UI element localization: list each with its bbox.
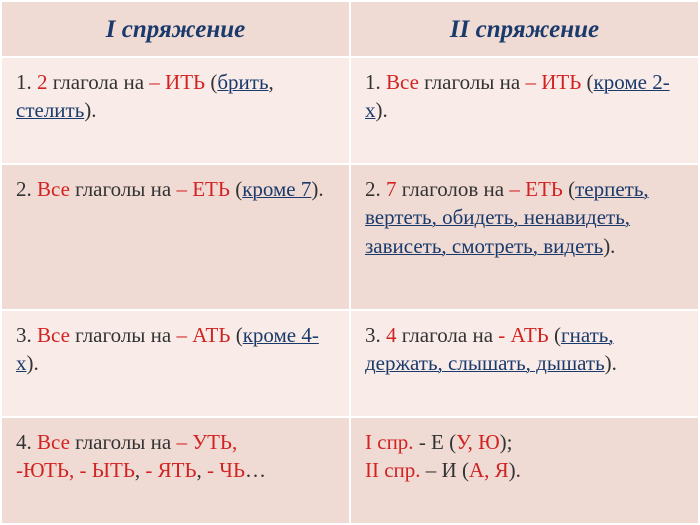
text-segment: А, Я <box>469 458 509 482</box>
text-segment: , <box>269 70 274 94</box>
text-segment: - ЫТЬ <box>79 458 134 482</box>
text-segment: ( <box>230 177 242 201</box>
text-segment: 1. <box>16 70 37 94</box>
text-segment: брить <box>217 70 268 94</box>
text-segment: глаголы на <box>419 70 526 94</box>
header-col-1: I спряжение <box>1 1 350 57</box>
text-segment: 2. <box>16 177 37 201</box>
text-segment: ). <box>376 98 388 122</box>
text-segment: глаголы на <box>70 323 177 347</box>
cell-r1-c1: 1. 2 глагола на – ИТЬ (брить, стелить). <box>1 57 350 164</box>
text-segment: ( <box>205 70 217 94</box>
text-segment: , <box>197 458 208 482</box>
text-segment: I спр. <box>365 430 414 454</box>
text-segment: глаголы на <box>70 177 177 201</box>
cell-r1-c2: 1. Все глаголы на – ИТЬ (кроме 2-х). <box>350 57 699 164</box>
text-segment: ). <box>605 351 617 375</box>
text-segment: II спр. <box>365 458 421 482</box>
text-segment: – ИТЬ <box>525 70 581 94</box>
text-segment: … <box>245 458 266 482</box>
text-segment: 4 <box>386 323 397 347</box>
text-segment: глагола на <box>397 323 499 347</box>
conjugation-table: I спряжение II спряжение 1. 2 глагола на… <box>0 0 700 525</box>
text-segment: 7 <box>386 177 397 201</box>
text-segment: – АТЬ <box>176 323 230 347</box>
text-segment: – ЕТЬ <box>176 177 229 201</box>
text-segment: Все <box>386 70 419 94</box>
table-row: 3. Все глаголы на – АТЬ (кроме 4-х).3. 4… <box>1 310 699 417</box>
text-segment: ( <box>549 323 561 347</box>
cell-r3-c1: 3. Все глаголы на – АТЬ (кроме 4-х). <box>1 310 350 417</box>
text-segment: ). <box>84 98 96 122</box>
text-segment: - ЧЬ <box>207 458 245 482</box>
text-segment: ). <box>603 234 615 258</box>
text-segment: 3. <box>16 323 37 347</box>
text-segment: глаголов на <box>397 177 510 201</box>
text-segment: ( <box>230 323 242 347</box>
text-segment: 4. <box>16 430 37 454</box>
header-row: I спряжение II спряжение <box>1 1 699 57</box>
text-segment: ). <box>509 458 521 482</box>
text-segment: 3. <box>365 323 386 347</box>
text-segment: стелить <box>16 98 84 122</box>
text-segment: – УТЬ, <box>176 430 237 454</box>
text-segment: ); <box>500 430 513 454</box>
text-segment: 1. <box>365 70 386 94</box>
text-segment: ). <box>311 177 323 201</box>
text-segment: – ИТЬ <box>149 70 205 94</box>
text-segment: – ЕТЬ <box>509 177 562 201</box>
text-segment: У, Ю <box>456 430 500 454</box>
text-segment: ). <box>27 351 39 375</box>
text-segment: глагола на <box>48 70 150 94</box>
text-segment: ( <box>581 70 593 94</box>
text-segment: , <box>135 458 146 482</box>
cell-r2-c1: 2. Все глаголы на – ЕТЬ (кроме 7). <box>1 164 350 310</box>
text-segment: 2. <box>365 177 386 201</box>
cell-r4-c1: 4. Все глаголы на – УТЬ, -ЮТЬ, - ЫТЬ, - Я… <box>1 417 350 524</box>
cell-r3-c2: 3. 4 глагола на - АТЬ (гнать, держать, с… <box>350 310 699 417</box>
text-segment: Все <box>37 430 70 454</box>
text-segment: кроме 7 <box>242 177 311 201</box>
text-segment: 2 <box>37 70 48 94</box>
text-segment: – И ( <box>421 458 469 482</box>
table-row: 4. Все глаголы на – УТЬ, -ЮТЬ, - ЫТЬ, - Я… <box>1 417 699 524</box>
text-segment: Все <box>37 177 70 201</box>
text-segment: - Е ( <box>414 430 457 454</box>
cell-r2-c2: 2. 7 глаголов на – ЕТЬ (терпеть, вертеть… <box>350 164 699 310</box>
text-segment: глаголы на <box>70 430 177 454</box>
text-segment: - АТЬ <box>498 323 548 347</box>
cell-r4-c2: I спр. - Е (У, Ю); II спр. – И (А, Я). <box>350 417 699 524</box>
table-row: 2. Все глаголы на – ЕТЬ (кроме 7).2. 7 г… <box>1 164 699 310</box>
table-row: 1. 2 глагола на – ИТЬ (брить, стелить).1… <box>1 57 699 164</box>
header-col-2: II спряжение <box>350 1 699 57</box>
text-segment: Все <box>37 323 70 347</box>
table-body: 1. 2 глагола на – ИТЬ (брить, стелить).1… <box>1 57 699 524</box>
text-segment: - ЯТЬ <box>145 458 196 482</box>
text-segment: ( <box>563 177 575 201</box>
text-segment: -ЮТЬ, <box>16 458 79 482</box>
